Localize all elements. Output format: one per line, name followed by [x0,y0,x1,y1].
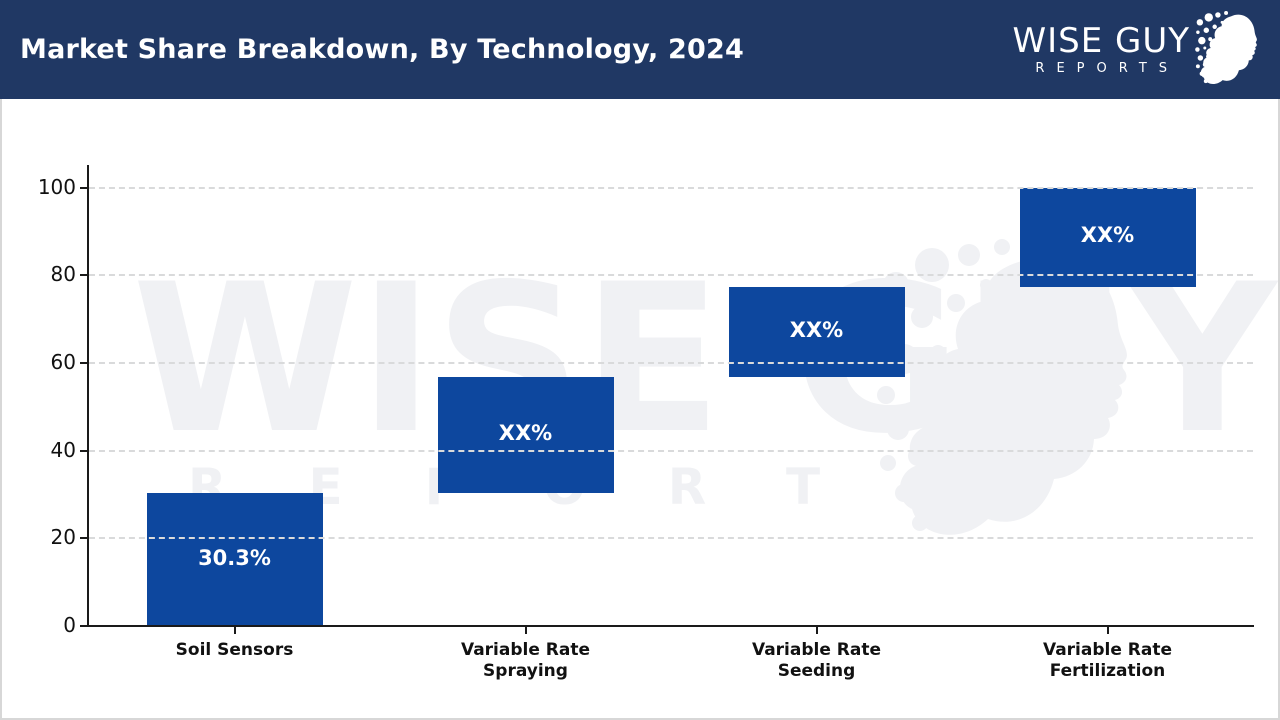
logo-head-icon [1195,10,1257,85]
page-border-bottom [0,718,1280,720]
page-border-right [1278,99,1280,720]
y-axis-tick-label: 80 [50,262,76,287]
y-axis-tick-label: 20 [50,525,76,550]
x-category-label-line: Seeding [777,661,856,681]
y-axis-tick-label: 100 [37,174,76,199]
y-axis-tick [80,186,89,189]
x-category-label: Variable Rate Fertilization [968,640,1248,682]
bar-value-label: XX% [789,317,844,342]
bar-value-label: XX% [498,421,553,446]
y-axis-line [87,165,89,627]
x-category-label-line: Soil Sensors [175,640,294,660]
x-category-label: Variable Rate Seeding [677,640,957,682]
x-category-label-line: Variable Rate [751,640,882,660]
x-category-label: Variable Rate Spraying [386,640,666,682]
y-axis-tick [80,537,89,540]
bar-value-label: XX% [1080,223,1135,248]
logo-subtitle: REPORTS [1035,61,1180,77]
gridline [89,537,1253,540]
page-border-left [0,99,2,720]
x-category-label-line: Variable Rate [460,640,591,660]
x-axis-line [87,625,1254,627]
logo-wordmark: WISE GUY [1012,20,1190,61]
wise-guy-reports-logo: WISE GUY REPORTS [1012,6,1270,94]
page-title: Market Share Breakdown, By Technology, 2… [20,34,745,65]
x-axis-tick [233,626,236,634]
x-axis-tick [524,626,527,634]
gridline [89,449,1253,452]
x-category-label-line: Spraying [483,661,568,681]
x-category-label-line: Variable Rate [1042,640,1173,660]
y-axis-tick-label: 40 [50,437,76,462]
y-axis-tick-label: 0 [63,613,76,637]
bar [437,376,614,494]
x-axis-tick [815,626,818,634]
gridline [89,361,1253,364]
y-axis-tick [80,361,89,364]
gridline [89,186,1253,189]
x-axis-tick [1106,626,1109,634]
bar-value-label: 30.3% [198,545,271,570]
bar [1019,187,1196,288]
logo-text: WISE GUY REPORTS [1012,20,1190,77]
bar [146,493,323,626]
y-axis-tick [80,449,89,452]
watermark-head-icon [877,239,1127,535]
gridline [89,274,1253,277]
y-axis-tick-label: 60 [50,349,76,374]
y-axis-tick [80,625,89,627]
header-bar: Market Share Breakdown, By Technology, 2… [0,0,1280,99]
x-category-label: Soil Sensors [95,640,375,661]
y-axis-tick [80,274,89,277]
plot-area: 0 20 40 60 80 100 30.3% Soil Sensors XX% Variable… [0,99,1280,720]
x-category-label-line: Fertilization [1049,661,1166,681]
